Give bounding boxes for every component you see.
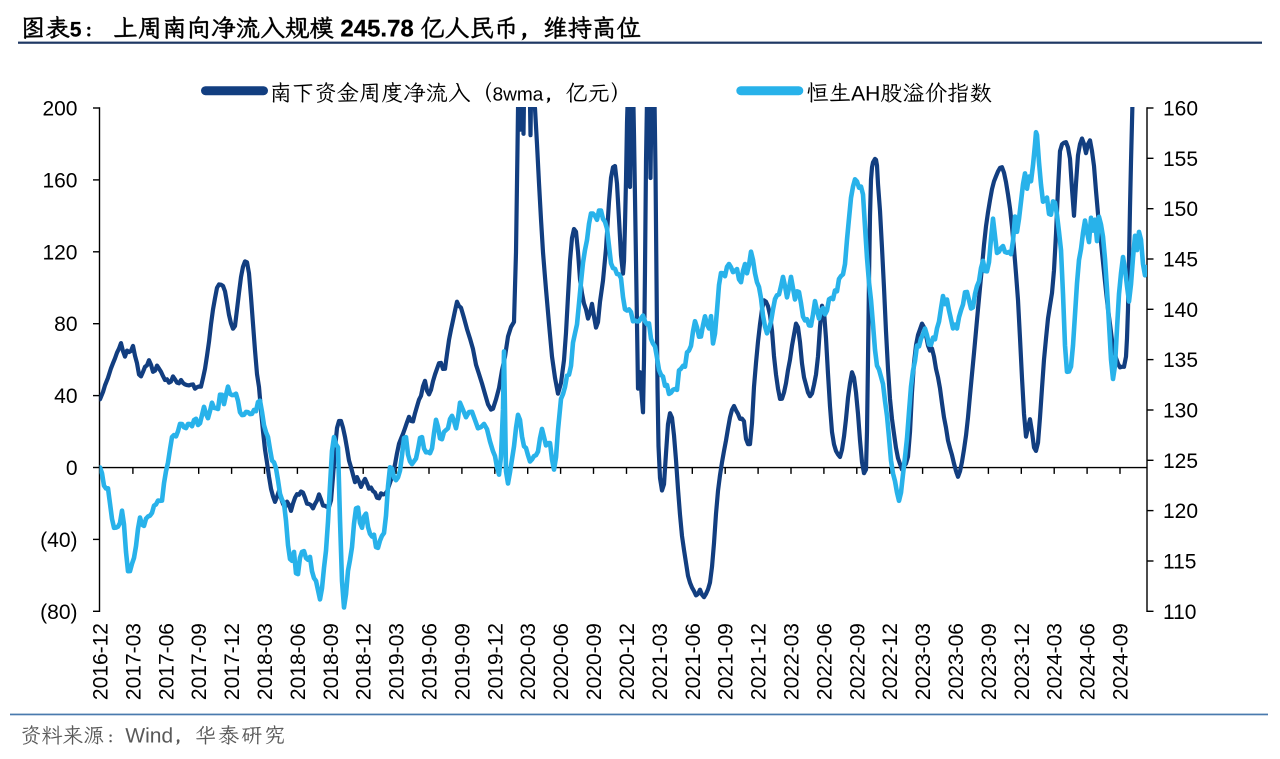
svg-text:2021-09: 2021-09 xyxy=(715,623,738,700)
svg-text:2024-06: 2024-06 xyxy=(1077,623,1100,700)
svg-text:120: 120 xyxy=(1163,500,1198,523)
svg-text:2019-03: 2019-03 xyxy=(386,623,409,700)
svg-text:160: 160 xyxy=(1163,98,1198,121)
svg-text:2017-06: 2017-06 xyxy=(155,623,178,700)
svg-text:2016-12: 2016-12 xyxy=(90,623,113,700)
svg-text:120: 120 xyxy=(42,241,77,264)
svg-text:0: 0 xyxy=(66,457,78,480)
svg-text:2022-03: 2022-03 xyxy=(781,623,804,700)
svg-text:110: 110 xyxy=(1163,601,1196,624)
svg-text:2023-09: 2023-09 xyxy=(978,623,1001,700)
svg-text:145: 145 xyxy=(1163,249,1198,272)
svg-text:2023-03: 2023-03 xyxy=(912,623,935,700)
svg-text:2019-06: 2019-06 xyxy=(419,623,442,700)
svg-text:2021-03: 2021-03 xyxy=(649,623,672,700)
svg-text:80: 80 xyxy=(54,313,77,336)
svg-text:2024-09: 2024-09 xyxy=(1110,623,1133,700)
svg-text:2020-06: 2020-06 xyxy=(550,623,573,700)
svg-text:2020-03: 2020-03 xyxy=(517,623,540,700)
svg-text:2024-03: 2024-03 xyxy=(1044,623,1067,700)
svg-text:2021-12: 2021-12 xyxy=(748,623,771,700)
svg-text:150: 150 xyxy=(1163,198,1198,221)
svg-text:2021-06: 2021-06 xyxy=(682,623,705,700)
svg-text:2017-09: 2017-09 xyxy=(188,623,211,700)
svg-text:(40): (40) xyxy=(40,529,77,552)
svg-text:160: 160 xyxy=(42,169,77,192)
svg-text:2018-09: 2018-09 xyxy=(320,623,343,700)
svg-text:2018-03: 2018-03 xyxy=(254,623,277,700)
svg-text:2023-12: 2023-12 xyxy=(1011,623,1034,700)
svg-text:115: 115 xyxy=(1163,551,1196,574)
svg-text:40: 40 xyxy=(54,385,77,408)
svg-text:155: 155 xyxy=(1163,148,1198,171)
svg-text:200: 200 xyxy=(42,98,77,121)
svg-text:2019-09: 2019-09 xyxy=(451,623,474,700)
svg-text:2018-12: 2018-12 xyxy=(353,623,376,700)
svg-text:2017-12: 2017-12 xyxy=(221,623,244,700)
svg-text:130: 130 xyxy=(1163,400,1198,423)
svg-text:2020-09: 2020-09 xyxy=(583,623,606,700)
svg-text:2022-12: 2022-12 xyxy=(879,623,902,700)
svg-text:2020-12: 2020-12 xyxy=(616,623,639,700)
svg-text:125: 125 xyxy=(1163,450,1198,473)
svg-text:2018-06: 2018-06 xyxy=(287,623,310,700)
svg-text:2017-03: 2017-03 xyxy=(122,623,145,700)
svg-text:2022-06: 2022-06 xyxy=(813,623,836,700)
svg-text:2022-09: 2022-09 xyxy=(846,623,869,700)
svg-text:(80): (80) xyxy=(40,601,77,624)
svg-text:2019-12: 2019-12 xyxy=(484,623,507,700)
svg-text:135: 135 xyxy=(1163,349,1198,372)
svg-text:140: 140 xyxy=(1163,299,1198,322)
svg-text:2023-06: 2023-06 xyxy=(945,623,968,700)
